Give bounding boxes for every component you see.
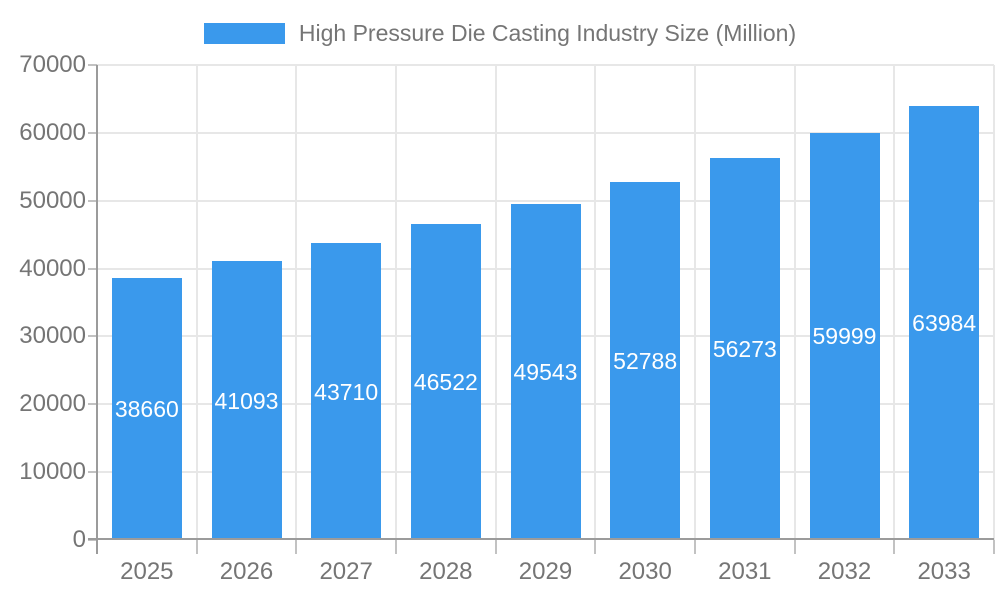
gridline-vertical xyxy=(893,65,896,540)
gridline-horizontal xyxy=(97,199,994,202)
gridline-vertical xyxy=(993,65,995,540)
gridline-horizontal xyxy=(97,131,994,134)
gridline-vertical xyxy=(793,65,796,540)
x-axis-label: 2028 xyxy=(419,558,473,585)
x-axis-tick xyxy=(993,540,995,554)
x-axis-labels: 2025 2026 2027 2028 2029 2030 2031 2032 2033 xyxy=(97,558,994,588)
x-axis-tick xyxy=(395,540,397,554)
y-axis-tick xyxy=(88,539,97,541)
bar-value-label: 59999 xyxy=(812,323,877,350)
bar-value-label: 43710 xyxy=(314,378,379,405)
bar-2026 xyxy=(211,261,282,540)
x-axis-tick xyxy=(694,540,696,554)
x-axis-label: 2027 xyxy=(319,558,373,585)
bar-2033 xyxy=(909,105,980,540)
chart-title: High Pressure Die Casting Industry Size … xyxy=(298,19,797,46)
legend-swatch xyxy=(203,22,285,44)
y-axis-labels: 0 10000 20000 30000 40000 50000 60000 70000 xyxy=(0,51,86,553)
y-axis-tick-label: 60000 xyxy=(19,118,86,146)
gridline-horizontal xyxy=(97,64,994,66)
x-axis-tick xyxy=(893,540,896,554)
x-axis-tick xyxy=(494,540,497,554)
x-axis-label: 2030 xyxy=(618,558,672,585)
y-axis-tick xyxy=(88,335,97,338)
y-axis-tick xyxy=(88,131,97,134)
x-axis-tick xyxy=(793,540,796,554)
y-axis-tick-label: 70000 xyxy=(19,51,86,78)
bar-2027 xyxy=(311,243,382,540)
bar-2032 xyxy=(809,132,880,540)
y-axis-tick-label: 0 xyxy=(72,526,86,553)
y-axis-tick-label: 40000 xyxy=(19,254,86,282)
x-axis-label: 2029 xyxy=(518,558,573,585)
bar-value-label: 52788 xyxy=(613,347,678,374)
bar-2025 xyxy=(111,277,182,540)
x-axis-label: 2026 xyxy=(219,558,274,585)
gridline-vertical xyxy=(395,65,397,540)
x-axis-tick xyxy=(295,540,298,554)
y-axis-tick xyxy=(88,64,97,66)
gridline-vertical xyxy=(694,65,696,540)
gridline-vertical xyxy=(195,65,198,540)
gridline-vertical xyxy=(494,65,497,540)
bar-2028 xyxy=(410,224,481,540)
gridline-vertical xyxy=(594,65,597,540)
plot-area: 38660 41093 43710 46522 49543 52788 56273 59999… xyxy=(88,64,995,554)
bar-2031 xyxy=(709,158,780,540)
y-axis-tick xyxy=(88,471,97,474)
y-axis-tick xyxy=(88,403,97,406)
y-axis-tick-label: 10000 xyxy=(19,458,86,486)
x-axis-label: 2033 xyxy=(917,558,971,585)
bar-value-label: 41093 xyxy=(214,387,279,414)
bar-value-label: 49543 xyxy=(513,358,578,385)
bar-value-label: 56273 xyxy=(712,336,777,363)
bar-value-label: 46522 xyxy=(413,369,478,396)
bar-value-label: 63984 xyxy=(912,309,977,336)
y-axis-tick-label: 20000 xyxy=(19,390,86,418)
x-axis-label: 2025 xyxy=(120,558,174,585)
y-axis-tick xyxy=(88,199,97,202)
x-axis-line xyxy=(88,538,994,540)
y-axis-tick-label: 30000 xyxy=(19,322,86,350)
bar-value-label: 38660 xyxy=(114,395,179,422)
gridline-vertical xyxy=(295,65,298,540)
y-axis-tick xyxy=(88,267,97,270)
x-axis-label: 2032 xyxy=(817,558,872,585)
y-axis-tick-label: 50000 xyxy=(19,186,86,214)
bar-2030 xyxy=(610,181,681,540)
bar-2029 xyxy=(510,203,581,540)
x-axis-tick xyxy=(594,540,597,554)
legend: High Pressure Die Casting Industry Size … xyxy=(0,18,1000,48)
x-axis-label: 2031 xyxy=(718,558,772,585)
x-axis-tick xyxy=(195,540,198,554)
y-axis-line xyxy=(96,65,98,554)
